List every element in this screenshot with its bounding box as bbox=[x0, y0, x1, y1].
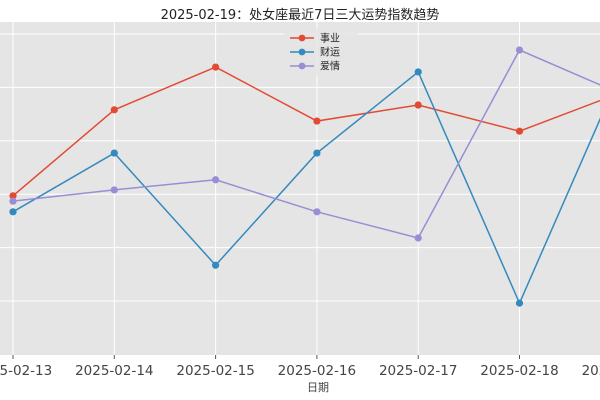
x-tick-label: 2025-02-14 bbox=[75, 363, 153, 379]
series-lines bbox=[9, 46, 600, 307]
x-tick-label: 2025-02-17 bbox=[379, 363, 457, 379]
legend-marker-icon bbox=[298, 62, 306, 70]
legend-marker-icon bbox=[298, 48, 306, 56]
data-point bbox=[110, 149, 118, 157]
data-point bbox=[212, 63, 220, 71]
data-point bbox=[414, 101, 422, 109]
data-point bbox=[414, 234, 422, 242]
legend-marker-icon bbox=[298, 34, 306, 42]
data-point bbox=[313, 208, 321, 216]
data-point bbox=[9, 197, 17, 205]
series-事业 bbox=[9, 63, 600, 200]
legend-item: 财运 bbox=[290, 46, 340, 59]
data-point bbox=[212, 261, 220, 269]
legend-label: 爱情 bbox=[320, 60, 340, 73]
legend-item: 事业 bbox=[290, 32, 340, 45]
data-point bbox=[110, 106, 118, 114]
data-point bbox=[515, 46, 524, 54]
legend-item: 爱情 bbox=[290, 60, 340, 73]
x-tick-label: 2025-02-13 bbox=[0, 363, 52, 379]
data-point bbox=[313, 117, 321, 125]
series-爱情 bbox=[9, 46, 600, 242]
x-tick-label: 2025-02-18 bbox=[480, 363, 558, 379]
data-point bbox=[110, 186, 118, 194]
legend-label: 财运 bbox=[320, 46, 340, 59]
x-tick-label: 2025-02-16 bbox=[278, 363, 356, 379]
x-tick-label: 2025-02-15 bbox=[176, 363, 254, 379]
x-axis-label: 日期 bbox=[307, 381, 329, 394]
data-point bbox=[414, 68, 422, 76]
x-axis-ticks: 2025-02-13 2025-02-14 2025-02-15 2025-02-16… bbox=[0, 355, 600, 379]
legend-label: 事业 bbox=[320, 32, 340, 45]
series-财运 bbox=[9, 68, 600, 307]
data-point bbox=[515, 299, 524, 307]
chart-title: 2025-02-19：处女座最近7日三大运势指数趋势 bbox=[160, 8, 440, 23]
data-point bbox=[313, 149, 321, 157]
data-point bbox=[9, 208, 17, 216]
data-point bbox=[9, 192, 17, 200]
data-point bbox=[515, 127, 524, 135]
data-point bbox=[212, 176, 220, 184]
plot-area bbox=[0, 22, 600, 355]
x-tick-label: 2025-02-19 bbox=[582, 363, 600, 379]
